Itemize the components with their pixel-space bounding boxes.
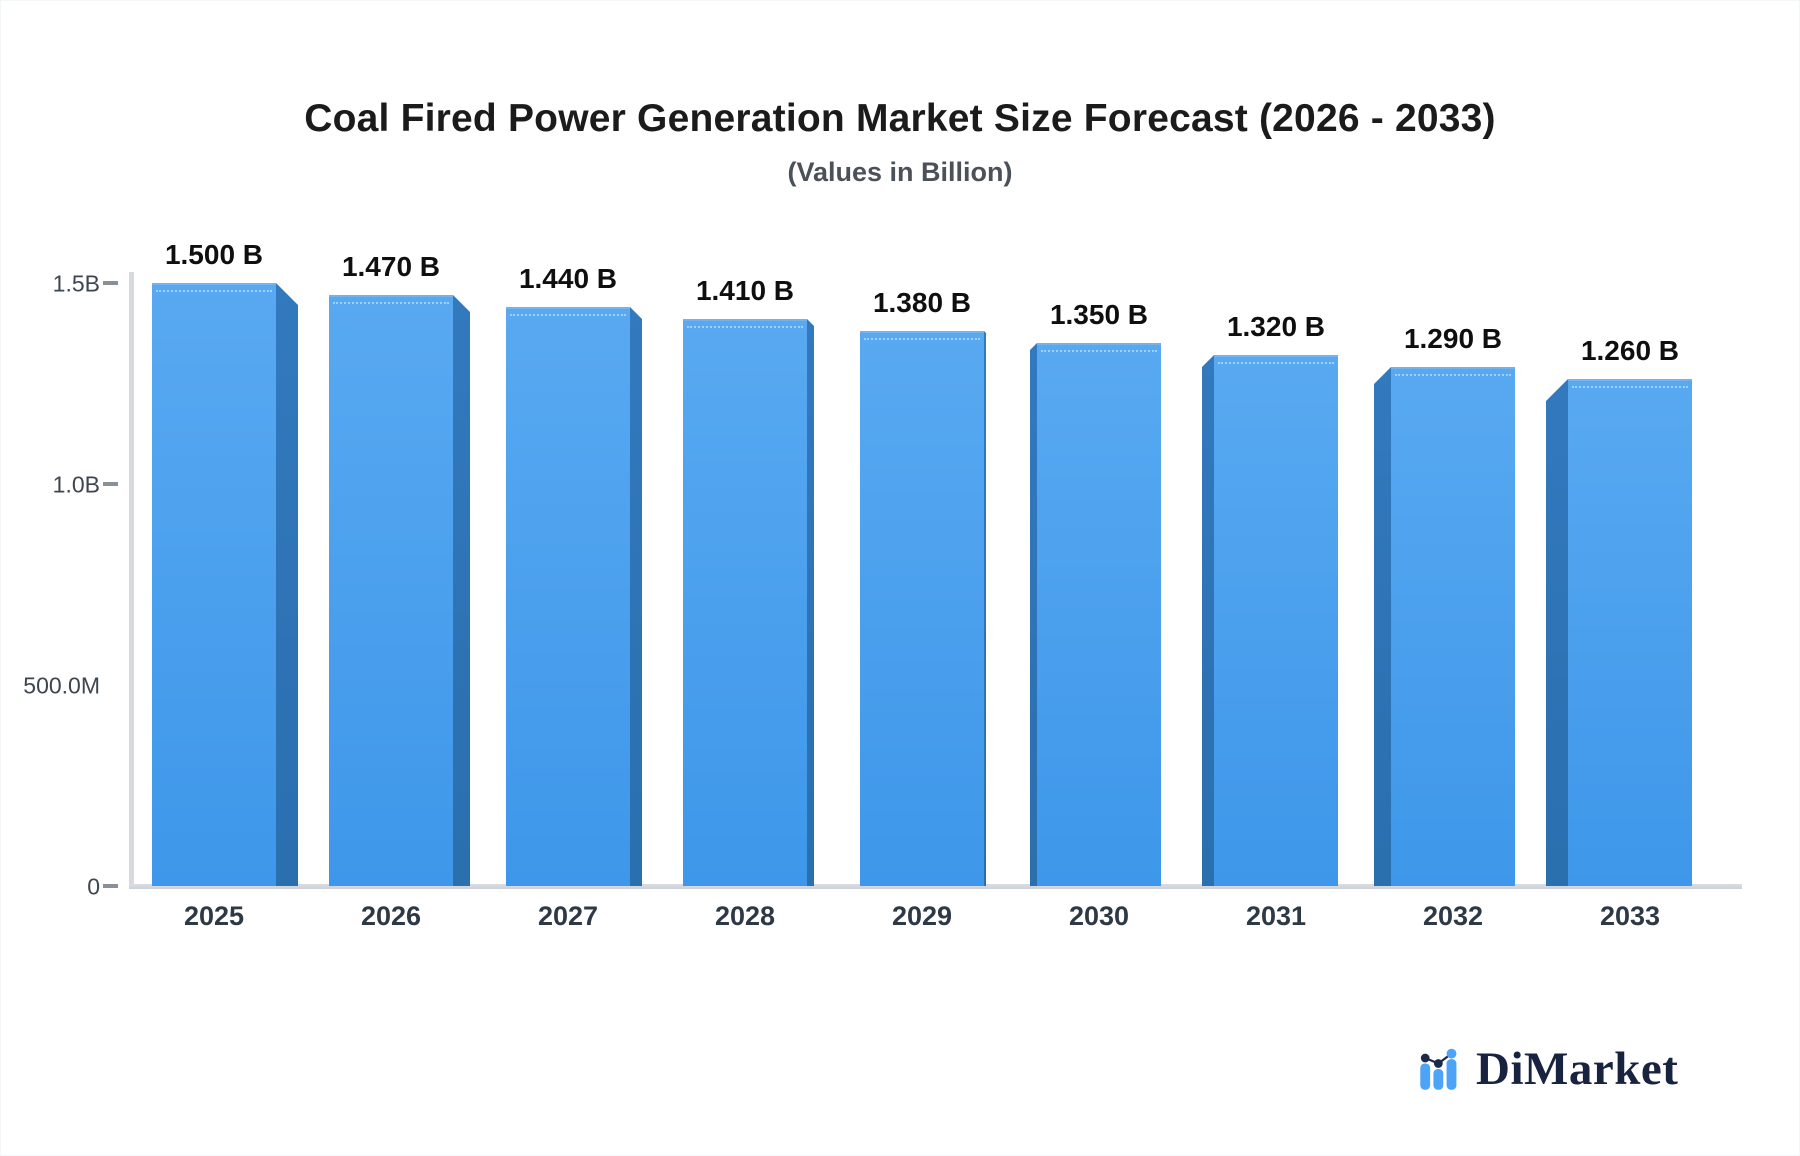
bar-2028[interactable] [683, 319, 814, 886]
x-axis-category-label: 2026 [360, 901, 422, 931]
bar-3d-side [1202, 355, 1214, 886]
x-axis-category-label: 2031 [1245, 901, 1307, 931]
bar-2027[interactable] [506, 307, 642, 886]
bar-3d-side [984, 331, 986, 886]
x-axis-category-label: 2027 [537, 901, 599, 931]
bar-value-label: 1.440 B [518, 263, 618, 294]
bar-3d-side [276, 283, 298, 886]
bar-face [152, 283, 276, 886]
x-axis-category-label: 2028 [714, 901, 776, 931]
chart-title: Coal Fired Power Generation Market Size … [304, 97, 1496, 140]
x-axis-category-label: 2025 [183, 901, 245, 931]
bar-2031[interactable] [1202, 355, 1338, 886]
bar-face [506, 307, 630, 886]
bar-value-label: 1.380 B [872, 287, 972, 318]
brand-name: DiMarket [1476, 1043, 1679, 1095]
x-axis-category-label: 2033 [1599, 901, 1661, 931]
y-axis-tick-mark [103, 482, 118, 486]
bar-2033[interactable] [1546, 379, 1692, 886]
bar-face [860, 331, 984, 886]
bar-3d-side [1374, 367, 1391, 886]
x-axis-category-label: 2030 [1068, 901, 1130, 931]
bar-value-label: 1.260 B [1580, 335, 1680, 366]
bar-value-label: 1.470 B [341, 251, 441, 282]
bar-2026[interactable] [329, 295, 470, 886]
y-axis-tick-label: 1.5B [52, 270, 100, 297]
bar-value-label: 1.350 B [1049, 299, 1149, 330]
brand-watermark: DiMarket [1418, 1042, 1678, 1096]
bar-face [683, 319, 807, 886]
mini-bar-chart-logo-icon [1420, 1048, 1457, 1090]
bar-face [329, 295, 453, 886]
bar-2029[interactable] [860, 331, 986, 886]
bar-value-label: 1.500 B [164, 239, 264, 270]
bar-2030[interactable] [1030, 343, 1161, 886]
bar-2032[interactable] [1374, 367, 1515, 886]
y-axis-tick-label: 0 [87, 873, 100, 900]
x-axis-baseline [129, 884, 1742, 889]
bar-face [1037, 343, 1161, 886]
x-axis-category-label: 2032 [1422, 901, 1484, 931]
y-axis-tick-mark [103, 281, 118, 285]
bar-3d-side [807, 319, 814, 886]
bar-face [1391, 367, 1515, 886]
bar-3d-side [1030, 343, 1037, 886]
bar-3d-side [453, 295, 470, 886]
bar-value-label: 1.410 B [695, 275, 795, 306]
bar-2025[interactable] [152, 283, 298, 886]
y-axis-tick-mark [103, 884, 118, 888]
chart-subtitle: (Values in Billion) [787, 157, 1013, 187]
bar-3d-side [630, 307, 642, 886]
bar-3d-side [1546, 379, 1568, 886]
y-axis-tick-label: 1.0B [52, 471, 100, 498]
y-axis-tick-label: 500.0M [23, 672, 100, 699]
bar-value-label: 1.320 B [1226, 311, 1326, 342]
bar-face [1568, 379, 1692, 886]
y-axis-line [129, 272, 134, 886]
x-axis-category-label: 2029 [891, 901, 953, 931]
bar-face [1214, 355, 1338, 886]
bar-value-label: 1.290 B [1403, 323, 1503, 354]
